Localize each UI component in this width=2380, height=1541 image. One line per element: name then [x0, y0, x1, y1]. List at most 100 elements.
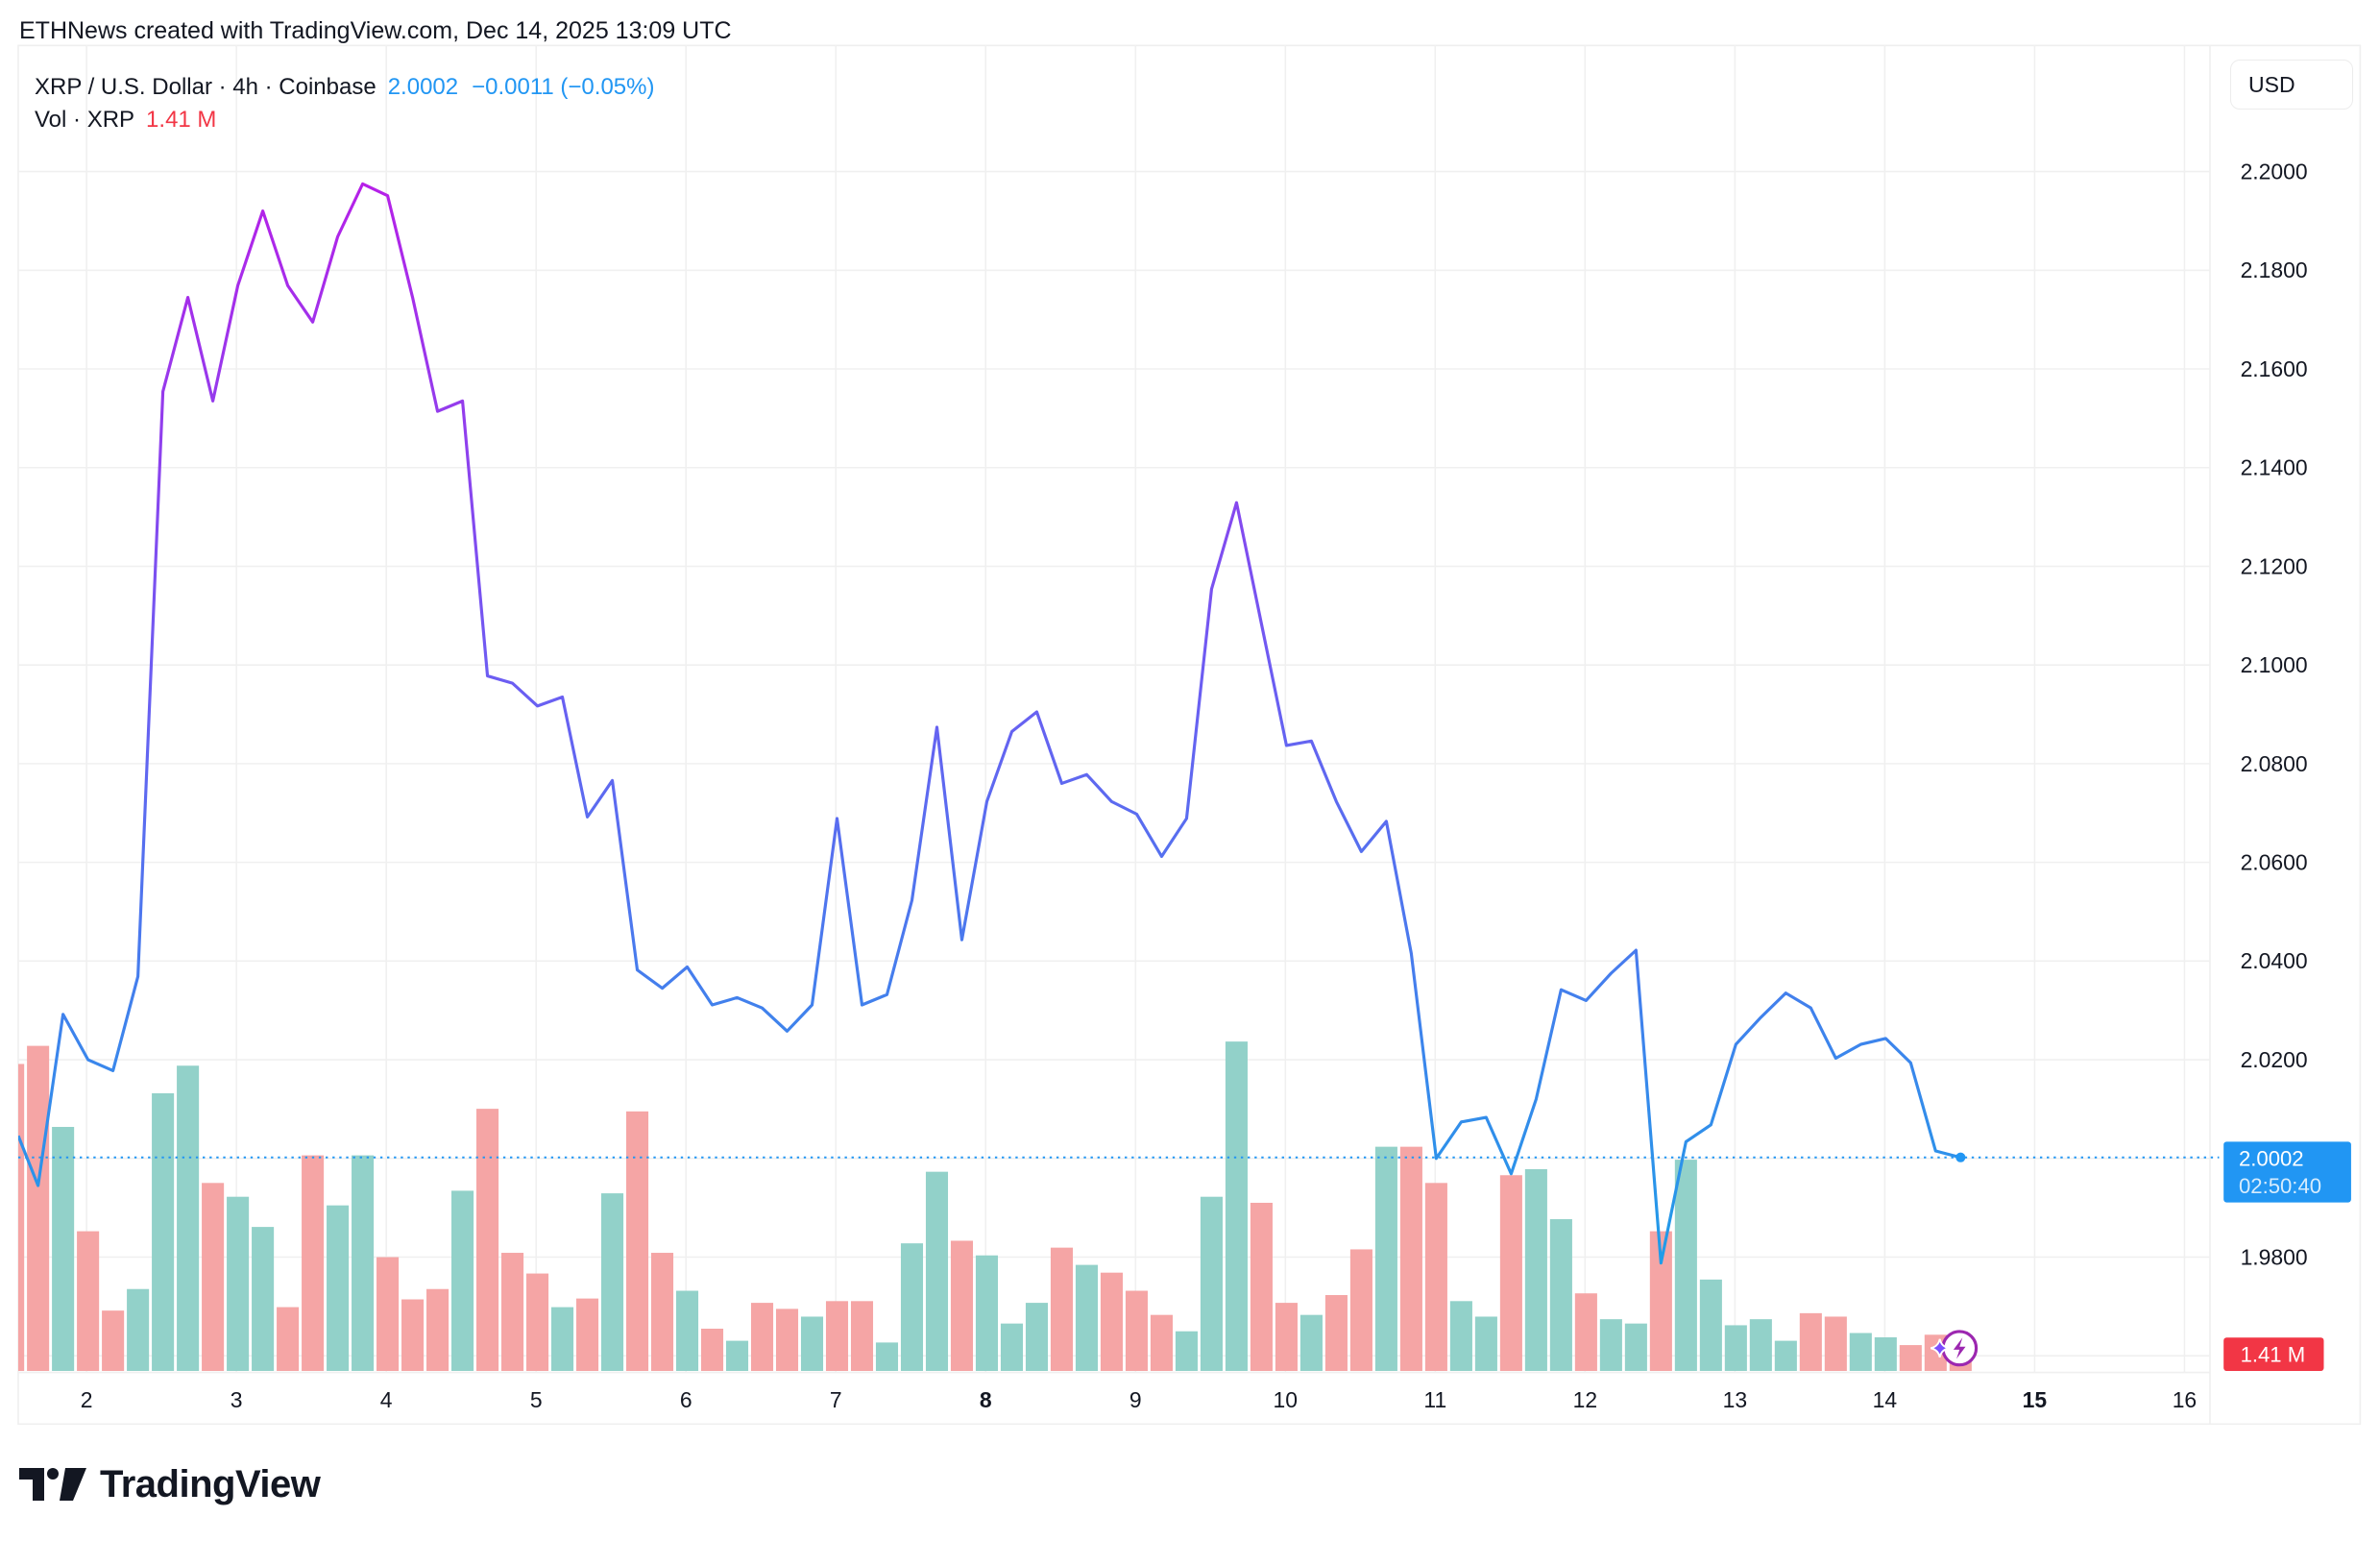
volume-bar — [227, 1196, 250, 1372]
symbol-legend-row[interactable]: XRP / U.S. Dollar · 4h · Coinbase 2.0002−… — [35, 71, 654, 104]
volume-bar — [202, 1183, 225, 1372]
volume-bar — [700, 1329, 724, 1372]
volume-bar — [1125, 1290, 1148, 1372]
volume-bar — [1324, 1295, 1348, 1372]
volume-bar — [1449, 1301, 1472, 1372]
volume-bar — [1599, 1319, 1622, 1372]
volume-bar — [152, 1092, 175, 1372]
volume-legend-row[interactable]: Vol · XRP 1.41 M — [35, 104, 654, 136]
volume-bar — [1075, 1264, 1098, 1372]
volume-bar — [576, 1298, 599, 1372]
volume-bar — [1100, 1272, 1123, 1372]
volume-bar — [27, 1045, 50, 1372]
volume-bar — [675, 1290, 699, 1372]
time-axis-label: 16 — [2173, 1387, 2197, 1412]
time-axis-label: 11 — [1423, 1387, 1446, 1412]
last-price-dot — [1955, 1152, 1966, 1162]
horizontal-gridlines — [18, 170, 2210, 1357]
volume-bar — [825, 1301, 849, 1372]
time-axis-label: 9 — [1129, 1387, 1142, 1412]
symbol-title: XRP / U.S. Dollar · 4h · Coinbase — [35, 74, 376, 100]
volume-bar — [18, 1064, 25, 1372]
time-axis-labels: 2 3 4 5 6 7 8 9 10 11 12 13 14 15 16 — [81, 1387, 2197, 1412]
time-axis-label: 10 — [1274, 1387, 1298, 1412]
volume-bar — [1250, 1202, 1273, 1372]
price-change-value: −0.0011 (−0.05%) — [472, 74, 655, 100]
volume-bar — [1899, 1345, 1922, 1372]
volume-title: Vol · XRP — [35, 107, 135, 133]
volume-bar — [925, 1171, 949, 1372]
time-axis-label: 5 — [530, 1387, 543, 1412]
volume-bar — [376, 1257, 400, 1372]
price-axis-label: 2.0200 — [2241, 1047, 2308, 1072]
tradingview-logo[interactable]: TradingView — [19, 1460, 321, 1508]
chart-caption: ETHNews created with TradingView.com, De… — [19, 17, 732, 44]
volume-bar — [1000, 1323, 1024, 1372]
volume-bar — [601, 1193, 624, 1372]
last-price-value: 2.0002 — [387, 74, 459, 100]
volume-bar — [850, 1301, 874, 1372]
bar-replay-lightning-icon[interactable] — [1930, 1330, 1979, 1367]
volume-bar — [1050, 1247, 1074, 1372]
volume-bar — [102, 1310, 125, 1372]
currency-selector-button[interactable]: USD — [2230, 60, 2353, 110]
volume-bar — [551, 1307, 574, 1372]
volume-bar — [526, 1273, 549, 1372]
volume-bar — [426, 1288, 449, 1372]
volume-bar — [1774, 1340, 1797, 1372]
volume-bar — [1275, 1303, 1298, 1372]
volume-bars — [18, 1041, 1972, 1372]
last-price-badge: 2.0002 02:50:40 — [2223, 1141, 2351, 1203]
volume-badge-value: 1.41 M — [2241, 1343, 2306, 1367]
volume-bar — [1175, 1331, 1198, 1372]
volume-bar — [177, 1065, 200, 1372]
time-axis-label: 6 — [680, 1387, 692, 1412]
volume-bar — [1799, 1312, 1822, 1372]
volume-bar — [1499, 1175, 1522, 1372]
volume-bar — [1299, 1314, 1323, 1372]
price-axis-label: 2.0600 — [2241, 850, 2308, 875]
volume-bar — [775, 1309, 799, 1372]
volume-bar — [1474, 1316, 1497, 1372]
volume-bar — [1349, 1249, 1372, 1372]
volume-bar — [277, 1307, 300, 1372]
volume-bar — [1025, 1303, 1049, 1372]
time-axis-label: 8 — [980, 1387, 992, 1412]
volume-bar — [401, 1299, 425, 1372]
volume-bar — [1649, 1231, 1672, 1372]
price-axis-label: 2.2000 — [2241, 159, 2308, 183]
price-axis-label: 2.1600 — [2241, 356, 2308, 381]
volume-bar — [875, 1342, 899, 1372]
volume-bar — [1724, 1325, 1747, 1372]
volume-bar — [725, 1340, 749, 1372]
time-axis-label: 13 — [1723, 1387, 1747, 1412]
vertical-gridlines — [85, 45, 2186, 1373]
volume-bar — [1524, 1168, 1547, 1372]
volume-bar — [476, 1109, 499, 1372]
volume-bar — [975, 1255, 999, 1372]
volume-bar — [1150, 1314, 1173, 1372]
price-axis-label: 2.0400 — [2241, 948, 2308, 973]
volume-bar — [327, 1205, 350, 1372]
price-axis-label: 2.1400 — [2241, 455, 2308, 480]
volume-bar — [750, 1303, 774, 1372]
volume-bar — [1849, 1333, 1872, 1372]
time-axis-label: 4 — [380, 1387, 393, 1412]
volume-bar — [352, 1155, 375, 1372]
chart-legend: XRP / U.S. Dollar · 4h · Coinbase 2.0002−… — [35, 71, 654, 136]
volume-bar — [52, 1126, 75, 1372]
last-price-badge-value: 2.0002 — [2239, 1147, 2304, 1171]
tradingview-logo-text: TradingView — [100, 1462, 321, 1505]
time-axis-label: 14 — [1873, 1387, 1898, 1412]
volume-bar — [302, 1155, 325, 1372]
price-axis-labels: 2.2000 2.1800 2.1600 2.1400 2.1200 2.1000 2.08… — [2241, 159, 2308, 1269]
time-axis-label: 12 — [1573, 1387, 1597, 1412]
price-axis-label: 2.1200 — [2241, 553, 2308, 578]
volume-bar — [1699, 1279, 1722, 1372]
volume-bar — [650, 1253, 674, 1372]
time-axis-label: 2 — [81, 1387, 93, 1412]
volume-bar — [625, 1111, 649, 1372]
price-axis-label: 2.0800 — [2241, 751, 2308, 776]
